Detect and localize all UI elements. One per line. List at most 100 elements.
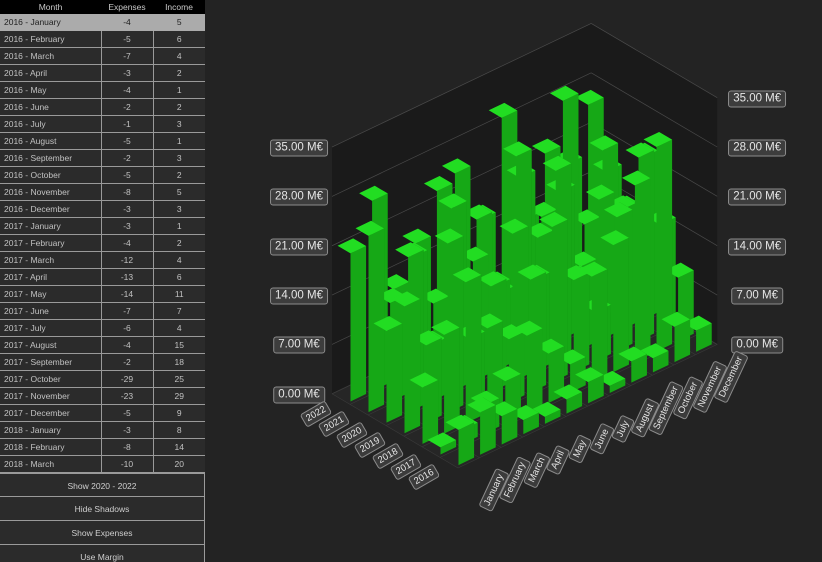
cell-month: 2017 - November [0,387,102,405]
table-header-row: Month Expenses Income [0,0,205,14]
cell-month: 2017 - June [0,302,102,320]
chart-bar[interactable] [409,372,439,444]
chart-bar[interactable] [578,261,608,383]
chart-bar[interactable] [431,319,460,434]
cell-income: 25 [153,370,205,388]
cell-income: 2 [153,64,205,82]
column-header-month[interactable]: Month [0,0,101,14]
chart-bar[interactable] [427,432,457,455]
cell-expenses: -3 [101,421,154,439]
table-row[interactable]: 2017 - February -4 2 [0,234,205,252]
table-row[interactable]: 2016 - October -5 2 [0,166,205,184]
table-row[interactable]: 2016 - August -5 1 [0,132,205,150]
table-row[interactable]: 2017 - April -13 6 [0,268,205,286]
table-row[interactable]: 2016 - March -7 4 [0,47,205,65]
cell-month: 2016 - June [0,98,102,116]
chart-bar[interactable] [391,291,421,434]
table-row[interactable]: 2018 - February -8 14 [0,438,205,456]
table-row[interactable]: 2017 - October -29 25 [0,370,205,388]
chart-bar[interactable] [639,343,669,373]
chart-bar[interactable] [510,405,539,435]
table-row[interactable]: 2016 - November -8 5 [0,183,205,201]
chart-bar[interactable] [337,238,367,402]
chart-bar[interactable] [539,211,568,383]
cell-income: 4 [153,319,205,337]
chart-bar[interactable] [596,370,626,393]
chart-bar[interactable] [531,401,561,424]
cell-expenses: -13 [101,268,154,286]
chart-bar[interactable] [513,320,543,414]
cell-expenses: -3 [101,217,154,235]
chart-bar[interactable] [467,397,496,455]
value-axis-label-left-2: 21.00 M€ [270,238,328,256]
show-range-button[interactable]: Show 2020 - 2022 [0,473,205,497]
table-row[interactable]: 2017 - September -2 18 [0,353,205,371]
use-margin-button[interactable]: Use Margin [0,545,205,562]
monthly-finance-table[interactable]: Month Expenses Income 2016 - January -4 5 2… [0,0,205,473]
cell-expenses: -12 [101,251,154,269]
chart-bar[interactable] [355,220,385,413]
cell-income: 5 [153,14,205,31]
chart-bar[interactable] [575,367,604,404]
cell-month: 2017 - February [0,234,102,252]
cell-month: 2016 - August [0,132,102,150]
cell-month: 2016 - October [0,166,102,184]
cell-expenses: -3 [101,64,154,82]
chart-bar[interactable] [683,315,712,352]
cell-expenses: -2 [101,149,154,167]
cell-month: 2017 - December [0,404,102,422]
cell-income: 11 [153,285,205,303]
table-row[interactable]: 2017 - November -23 29 [0,387,205,405]
table-row[interactable]: 2017 - August -4 15 [0,336,205,354]
cell-month: 2017 - July [0,319,102,337]
chart-bar[interactable] [452,267,482,424]
chart-bar[interactable] [661,311,691,363]
table-row[interactable]: 2018 - March -10 20 [0,455,205,473]
table-row[interactable]: 2017 - June -7 7 [0,302,205,320]
chart-bar[interactable] [618,346,647,383]
table-row[interactable]: 2016 - September -2 3 [0,149,205,167]
cell-month: 2016 - November [0,183,102,201]
table-row[interactable]: 2016 - December -3 3 [0,200,205,218]
column-header-income[interactable]: Income [153,0,205,14]
control-button-stack: Show 2020 - 2022 Hide Shadows Show Expense… [0,473,205,562]
cell-income: 4 [153,251,205,269]
cell-expenses: -3 [101,200,154,218]
hide-shadows-button[interactable]: Hide Shadows [0,497,205,521]
table-row[interactable]: 2016 - February -5 6 [0,30,205,48]
chart-bar[interactable] [373,315,403,423]
value-axis-label-right-3: 14.00 M€ [728,238,787,256]
table-row[interactable]: 2016 - June -2 2 [0,98,205,116]
chart-bar[interactable] [600,230,629,373]
table-row[interactable]: 2016 - January -4 5 [0,14,205,31]
cell-income: 4 [153,47,205,65]
cell-month: 2016 - September [0,149,102,167]
show-expenses-button[interactable]: Show Expenses [0,521,205,545]
cell-income: 7 [153,302,205,320]
table-row[interactable]: 2016 - May -4 1 [0,81,205,99]
cell-month: 2018 - February [0,438,102,456]
cell-expenses: -5 [101,132,154,150]
table-row[interactable]: 2017 - March -12 4 [0,251,205,269]
table-row[interactable]: 2017 - May -14 11 [0,285,205,303]
cell-income: 29 [153,387,205,405]
chart-bar[interactable] [488,401,518,445]
cell-income: 14 [153,438,205,456]
table-row[interactable]: 2016 - April -3 2 [0,64,205,82]
table-row[interactable]: 2017 - July -6 4 [0,319,205,337]
chart-bar[interactable] [474,313,503,413]
table-row[interactable]: 2017 - January -3 1 [0,217,205,235]
cell-expenses: -5 [101,30,154,48]
value-axis-label-right-0: 35.00 M€ [728,90,787,108]
table-row[interactable]: 2016 - July -1 3 [0,115,205,133]
chart-bar[interactable] [553,384,583,414]
chart-bar[interactable] [445,414,475,466]
table-row[interactable]: 2018 - January -3 8 [0,421,205,439]
chart-3d-scene[interactable] [205,0,822,562]
chart-bar[interactable] [621,170,651,362]
column-header-expenses[interactable]: Expenses [101,0,153,14]
cell-month: 2016 - May [0,81,102,99]
table-row[interactable]: 2017 - December -5 9 [0,404,205,422]
chart-bar[interactable] [643,131,673,352]
chart-3d-panel[interactable]: 35.00 M€ 28.00 M€ 21.00 M€ 14.00 M€ 7.00 M€ 0… [205,0,822,562]
